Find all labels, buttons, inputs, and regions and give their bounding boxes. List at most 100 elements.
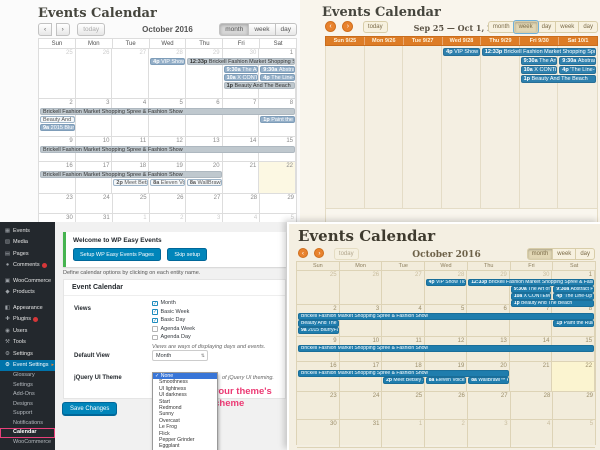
day-cell[interactable]: 30: [297, 420, 340, 447]
day-cell[interactable]: 26: [340, 271, 383, 304]
day-cell[interactable]: 27: [468, 392, 511, 419]
day-cell[interactable]: 1: [382, 420, 426, 447]
day-cell[interactable]: 21: [510, 362, 553, 391]
sidebar-item-users[interactable]: ◉ Users: [0, 325, 55, 337]
day-cell[interactable]: 1: [552, 271, 596, 304]
day-cell[interactable]: 25: [297, 271, 340, 304]
day-cell[interactable]: 1: [113, 214, 150, 222]
theme-option-le-frog[interactable]: Le Frog: [159, 424, 177, 431]
day-cell[interactable]: 4: [223, 214, 261, 222]
theme-option-ui-lightness[interactable]: UI lightness: [159, 385, 187, 392]
day-cell[interactable]: 27: [186, 194, 224, 213]
view-month-button[interactable]: month: [219, 23, 250, 36]
day-cell[interactable]: 24: [340, 392, 383, 419]
day-cell[interactable]: 26: [425, 392, 468, 419]
default-view-select[interactable]: Month ⇅: [152, 350, 208, 361]
view-checkbox-basic-day[interactable]: ✓ Basic Day: [152, 316, 195, 325]
submenu-item-glossary[interactable]: Glossary: [13, 372, 35, 378]
view-week-button[interactable]: week: [248, 23, 276, 36]
calendar-event[interactable]: Brickell Fashion Market Shopping Spree &…: [40, 108, 295, 115]
day-cell[interactable]: 8: [552, 305, 596, 336]
sidebar-item-plugins[interactable]: ✚ Plugins: [0, 314, 55, 326]
submenu-item-notifications[interactable]: Notifications: [13, 419, 43, 426]
next-button[interactable]: ›: [342, 21, 354, 32]
calendar-event[interactable]: 1p Beauty And The Beach: [223, 82, 295, 89]
theme-option-overcast[interactable]: Overcast: [159, 417, 180, 424]
day-column[interactable]: [442, 46, 481, 222]
calendar-event[interactable]: 8a WallBrawl™: [186, 179, 222, 186]
view-month-button[interactable]: month: [526, 248, 554, 260]
calendar-event[interactable]: 9:30a The Art of: [223, 66, 259, 73]
today-button[interactable]: today: [77, 23, 106, 36]
day-cell[interactable]: 20: [467, 362, 510, 391]
calendar-event[interactable]: 12:33p Brickell Fashion Market Shopping …: [481, 48, 596, 56]
day-cell[interactable]: 15: [259, 137, 297, 161]
sidebar-item-event-settings[interactable]: ⚙ Event Settings ▸: [0, 359, 55, 371]
calendar-event[interactable]: 9:30a The Art of th: [510, 286, 552, 293]
calendar-event[interactable]: 4p VIP Show Tick: [150, 58, 185, 65]
day-cell[interactable]: 25: [113, 194, 150, 213]
day-cell[interactable]: 30: [510, 271, 553, 304]
calendar-event[interactable]: 1p Paint the Ruined: [553, 320, 594, 327]
day-cell[interactable]: 5: [425, 305, 468, 336]
day-cell[interactable]: 3: [76, 99, 113, 136]
calendar-event[interactable]: 9:30a Abstract P: [260, 66, 295, 73]
day-cell[interactable]: 2: [39, 99, 76, 136]
day-cell[interactable]: 28: [425, 271, 468, 304]
calendar-event[interactable]: 10a X CONTEMPORA: [510, 293, 552, 300]
day-cell[interactable]: 30: [223, 49, 260, 98]
day-cell[interactable]: 23: [39, 194, 76, 213]
theme-option-eggplant[interactable]: Eggplant: [159, 443, 180, 450]
prev-button[interactable]: ‹: [298, 248, 308, 258]
day-cell[interactable]: 2: [425, 420, 468, 447]
today-button[interactable]: today: [362, 21, 388, 33]
sidebar-item-media[interactable]: ▨ Media: [0, 237, 55, 249]
calendar-event[interactable]: Brickell Fashion Market Shopping Spree &…: [40, 146, 295, 153]
submenu-item-woocommerce[interactable]: WooCommerce: [13, 438, 52, 445]
setup-pages-button[interactable]: Setup WP Easy Events Pages: [73, 248, 161, 261]
calendar-event[interactable]: 8a Eleven Voices Ex: [425, 377, 467, 384]
sidebar-item-comments[interactable]: ● Comments: [0, 260, 55, 272]
calendar-event[interactable]: Brickell Fashion Market Shopping Spree &…: [298, 370, 509, 377]
day-cell[interactable]: 28: [223, 194, 261, 213]
sidebar-item-woocommerce[interactable]: ▣ WooCommerce: [0, 275, 55, 287]
day-cell[interactable]: 31: [340, 420, 383, 447]
day-cell[interactable]: 29: [553, 392, 595, 419]
day-cell[interactable]: 4: [382, 305, 425, 336]
day-cell[interactable]: 3: [468, 420, 511, 447]
day-column[interactable]: [403, 46, 443, 222]
day-cell[interactable]: 22: [552, 362, 596, 391]
calendar-event[interactable]: 1p Beauty And The Beach: [520, 75, 596, 83]
day-cell[interactable]: 27: [382, 271, 425, 304]
theme-option-flick[interactable]: Flick: [159, 430, 170, 437]
day-cell[interactable]: 30: [39, 214, 76, 222]
day-column[interactable]: [481, 46, 520, 222]
skip-setup-button[interactable]: Skip setup: [167, 248, 208, 261]
day-column[interactable]: [326, 46, 365, 222]
theme-option-redmond[interactable]: Redmond: [159, 404, 182, 411]
save-changes-button[interactable]: Save Changes: [62, 402, 118, 416]
next-button[interactable]: ›: [314, 248, 325, 258]
calendar-event[interactable]: 9a 2015 BlurryFade: [298, 327, 339, 334]
calendar-event[interactable]: 4p VIP Show Ticket: [425, 279, 467, 286]
day-cell[interactable]: 6: [467, 305, 510, 336]
day-cell[interactable]: 5: [149, 99, 186, 136]
day-cell[interactable]: 27: [112, 49, 150, 98]
day-column[interactable]: [365, 46, 404, 222]
day-cell[interactable]: 1: [259, 49, 297, 98]
day-cell[interactable]: 21: [223, 162, 260, 193]
day-cell[interactable]: 29: [467, 271, 510, 304]
next-button[interactable]: ›: [55, 23, 70, 36]
calendar-event[interactable]: 9:30a Abstract Pain: [559, 57, 596, 65]
view-week-button[interactable]: week: [512, 20, 539, 34]
day-cell[interactable]: 4: [112, 99, 150, 136]
day-cell[interactable]: 18: [382, 362, 425, 391]
view-checkbox-basic-week[interactable]: ✓ Basic Week: [152, 308, 195, 317]
day-cell[interactable]: 17: [340, 362, 383, 391]
day-cell[interactable]: 7: [223, 99, 260, 136]
day-cell[interactable]: 20: [186, 162, 223, 193]
calendar-event[interactable]: Brickell Fashion Market Shopping Spree &…: [298, 345, 594, 352]
view-week-button[interactable]: week: [555, 21, 580, 33]
calendar-event[interactable]: Brickell Fashion Market Shopping Spree &…: [40, 171, 222, 178]
day-cell[interactable]: 15: [552, 337, 596, 361]
